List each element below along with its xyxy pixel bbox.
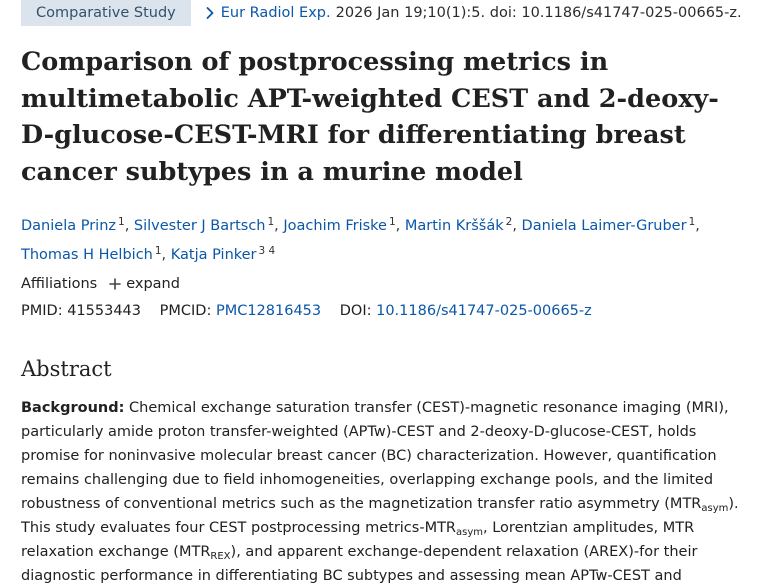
author-list: Daniela Prinz 1, Silvester J Bartsch 1, Jo… [21,216,700,263]
affiliation-ref[interactable]: 1 [388,216,396,228]
author-link[interactable]: Katja Pinker [170,247,257,263]
pmid-value: 41553443 [67,303,142,319]
author-link[interactable]: Martin Krššák [404,218,504,234]
abstract-heading: Abstract [21,357,112,381]
abstract-text: Background: Chemical exchange saturation… [21,396,746,588]
background-label: Background: [21,400,125,416]
affiliations-label: Affiliations [21,276,98,292]
abstract-segment: , Lorentzian amplitudes, MTR relaxation … [21,520,695,560]
author-link[interactable]: Silvester J Bartsch [133,218,266,234]
subscript: asym [456,527,484,538]
affiliations-toggle-row: Affiliations expand [21,272,180,296]
journal-link[interactable]: Eur Radiol Exp. [220,5,331,21]
author-link[interactable]: Thomas H Helbich [21,247,153,263]
article-header: Comparative Study Eur Radiol Exp. 2026 J… [21,0,742,26]
pmcid-label: PMCID: [159,303,212,319]
affiliation-ref[interactable]: 1 [267,216,275,228]
author-link[interactable]: Daniela Prinz [21,218,116,234]
author-link[interactable]: Joachim Friske [283,218,387,234]
expand-label: expand [126,276,180,292]
affiliation-ref[interactable]: 3 4 [258,245,276,257]
expand-affiliations-button[interactable]: expand [109,272,180,296]
affiliation-ref[interactable]: 1 [688,216,696,228]
citation-details: 2026 Jan 19;10(1):5. doi: 10.1186/s41747… [335,5,742,21]
publication-type-badge: Comparative Study [21,0,191,26]
abstract-segment: Chemical exchange saturation transfer (C… [21,400,729,512]
affiliation-ref[interactable]: 1 [154,245,162,257]
author-link[interactable]: Daniela Laimer-Gruber [521,218,687,234]
chevron-right-icon [206,7,214,19]
doi-label: DOI: [339,303,372,319]
pmid-label: PMID: [21,303,63,319]
affiliation-ref[interactable]: 2 [505,216,513,228]
doi-link[interactable]: 10.1186/s41747-025-00665-z [376,303,592,319]
plus-icon [109,278,122,290]
abstract-segment: ). This study evaluates four CEST postpr… [21,496,739,536]
subscript: REX [210,551,231,562]
pmcid-link[interactable]: PMC12816453 [215,303,322,319]
identifiers-row: PMID: 41553443 PMCID: PMC12816453 DOI: 1… [21,299,592,323]
citation-line: Eur Radiol Exp. 2026 Jan 19;10(1):5. doi… [203,5,742,21]
article-title: Comparison of postprocessing metrics in … [21,47,719,187]
subscript: asym [701,503,729,514]
affiliation-ref[interactable]: 1 [118,216,125,228]
